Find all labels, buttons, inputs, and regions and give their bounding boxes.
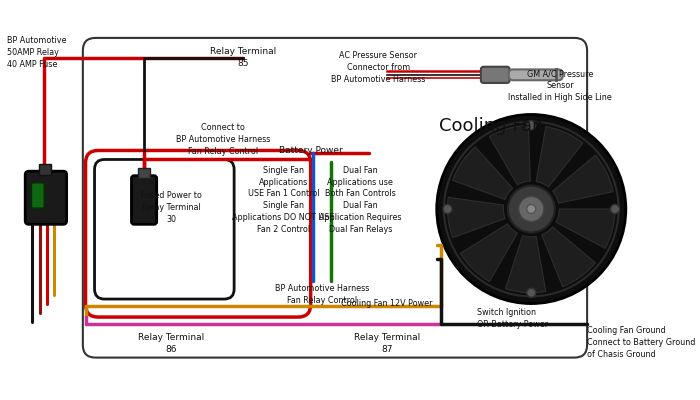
Circle shape	[508, 186, 554, 232]
Circle shape	[527, 288, 536, 297]
Text: Relay Terminal
85: Relay Terminal 85	[210, 47, 276, 68]
FancyBboxPatch shape	[481, 67, 510, 83]
FancyBboxPatch shape	[32, 183, 44, 208]
Text: AC Pressure Sensor
Connector from
BP Automotive Harness: AC Pressure Sensor Connector from BP Aut…	[331, 52, 426, 84]
Text: Relay Terminal
87: Relay Terminal 87	[354, 333, 420, 354]
Text: Single Fan
Applications
USE Fan 1 Control
Single Fan
Applications DO NOT USE
Fan: Single Fan Applications USE Fan 1 Contro…	[232, 166, 335, 234]
FancyBboxPatch shape	[38, 164, 51, 175]
Wedge shape	[461, 224, 517, 282]
FancyBboxPatch shape	[25, 171, 66, 224]
Wedge shape	[536, 126, 583, 187]
Wedge shape	[542, 227, 596, 287]
Circle shape	[527, 121, 536, 130]
Circle shape	[610, 204, 620, 214]
Text: Cooling Fan Ground
Connect to Battery Ground
of Chasis Ground: Cooling Fan Ground Connect to Battery Gr…	[587, 326, 696, 359]
Text: GM A/C Pressure
Sensor
Installed in High Side Line: GM A/C Pressure Sensor Installed in High…	[508, 70, 612, 102]
Circle shape	[519, 196, 544, 222]
Text: Fused Power to
Relay Terminal
30: Fused Power to Relay Terminal 30	[141, 191, 202, 224]
Text: Cooling Fan: Cooling Fan	[439, 117, 543, 135]
Wedge shape	[489, 125, 531, 185]
Wedge shape	[505, 236, 546, 293]
Circle shape	[443, 204, 452, 214]
Text: BP Automotive Harness
Fan Relay Control: BP Automotive Harness Fan Relay Control	[275, 284, 370, 304]
Text: Switch Ignition
OR Battery Power: Switch Ignition OR Battery Power	[477, 308, 548, 329]
Wedge shape	[447, 197, 505, 238]
Wedge shape	[553, 155, 613, 203]
FancyBboxPatch shape	[132, 176, 157, 224]
Text: Cooling Fan 12V Power: Cooling Fan 12V Power	[342, 299, 433, 308]
Text: Battery Power: Battery Power	[279, 146, 343, 155]
FancyBboxPatch shape	[509, 70, 563, 80]
Circle shape	[437, 114, 626, 304]
Wedge shape	[556, 209, 615, 248]
Text: Dual Fan
Applications use
Both Fan Controls
Dual Fan
Application Requires
Dual F: Dual Fan Applications use Both Fan Contr…	[319, 166, 401, 234]
Circle shape	[527, 204, 536, 214]
Text: Relay Terminal
86: Relay Terminal 86	[138, 333, 204, 354]
Text: Connect to
BP Automotive Harness
Fan Relay Control: Connect to BP Automotive Harness Fan Rel…	[176, 124, 270, 156]
Wedge shape	[453, 147, 512, 200]
FancyBboxPatch shape	[138, 168, 150, 178]
Text: BP Automotive
50AMP Relay
40 AMP Fuse: BP Automotive 50AMP Relay 40 AMP Fuse	[7, 36, 66, 69]
